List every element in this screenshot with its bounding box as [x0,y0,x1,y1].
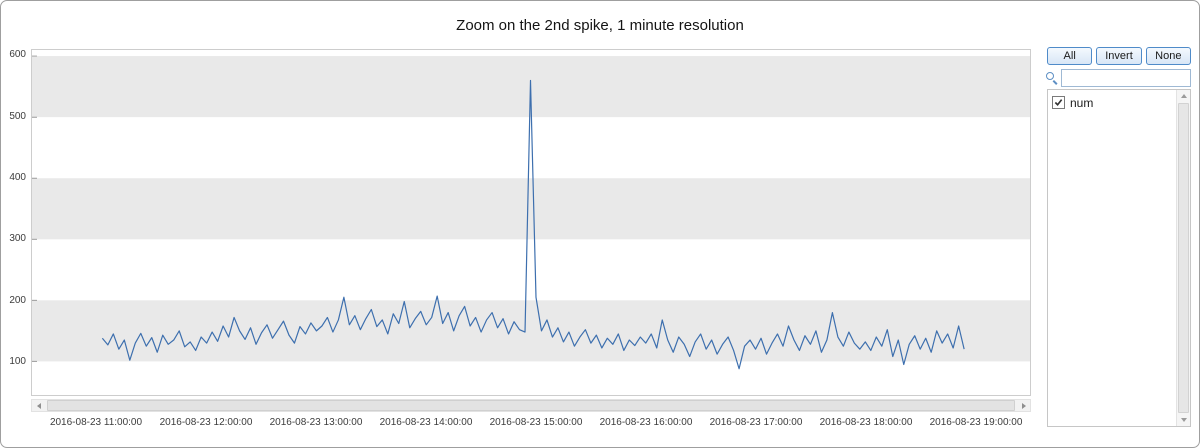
legend-item-label: num [1070,95,1094,110]
horizontal-scrollbar[interactable] [31,399,1031,412]
x-tick-label: 2016-08-23 12:00:00 [159,417,253,428]
plot-stripe [32,300,1030,362]
up-triangle-icon [1180,94,1187,98]
series-listbox: num [1047,89,1191,427]
scroll-up-arrow[interactable] [1180,90,1187,102]
left-triangle-icon [36,402,41,409]
selection-button-row: All Invert None [1047,47,1191,65]
plot-stripe [32,178,1030,240]
select-all-button[interactable]: All [1047,47,1093,65]
x-tick-label: 2016-08-23 16:00:00 [599,417,693,428]
x-tick-label: 2016-08-23 11:00:00 [49,417,143,428]
search-row [1045,69,1191,87]
x-tick-label: 2016-08-23 17:00:00 [709,417,803,428]
y-axis: 100 200 300 400 500 600 [1,49,28,396]
horizontal-scrollbar-thumb[interactable] [47,400,1015,411]
x-axis: 2016-08-23 11:00:00 2016-08-23 12:00:00 20… [31,417,1031,431]
x-tick-label: 2016-08-23 13:00:00 [269,417,363,428]
x-tick-label: 2016-08-23 15:00:00 [489,417,583,428]
check-icon [1054,99,1063,106]
y-tick-label: 300 [9,233,26,245]
vertical-scrollbar-thumb[interactable] [1178,103,1189,413]
chart-title: Zoom on the 2nd spike, 1 minute resoluti… [456,17,744,34]
search-input[interactable] [1061,69,1191,87]
select-none-button[interactable]: None [1145,47,1191,65]
down-triangle-icon [1180,418,1187,422]
plot-area[interactable] [31,49,1031,396]
series-checkbox[interactable] [1052,96,1065,109]
y-tick-label: 600 [9,49,26,61]
y-tick-label: 200 [9,294,26,306]
x-tick-label: 2016-08-23 14:00:00 [379,417,473,428]
series-list: num [1048,90,1176,426]
vertical-scrollbar[interactable] [1176,90,1190,426]
legend-panel: All Invert None num [1043,45,1193,437]
legend-item[interactable]: num [1052,94,1172,111]
invert-selection-button[interactable]: Invert [1096,47,1142,65]
series-line-num [101,79,965,370]
x-tick-label: 2016-08-23 19:00:00 [929,417,1023,428]
search-icon [1046,72,1058,84]
y-tick-label: 500 [9,110,26,122]
scroll-left-arrow[interactable] [32,400,45,411]
y-tick-label: 100 [9,356,26,368]
x-tick-label: 2016-08-23 18:00:00 [819,417,913,428]
scroll-right-arrow[interactable] [1017,400,1030,411]
line-chart-canvas[interactable] [32,50,1030,395]
scroll-down-arrow[interactable] [1180,414,1187,426]
y-tick-label: 400 [9,171,26,183]
right-triangle-icon [1021,402,1026,409]
